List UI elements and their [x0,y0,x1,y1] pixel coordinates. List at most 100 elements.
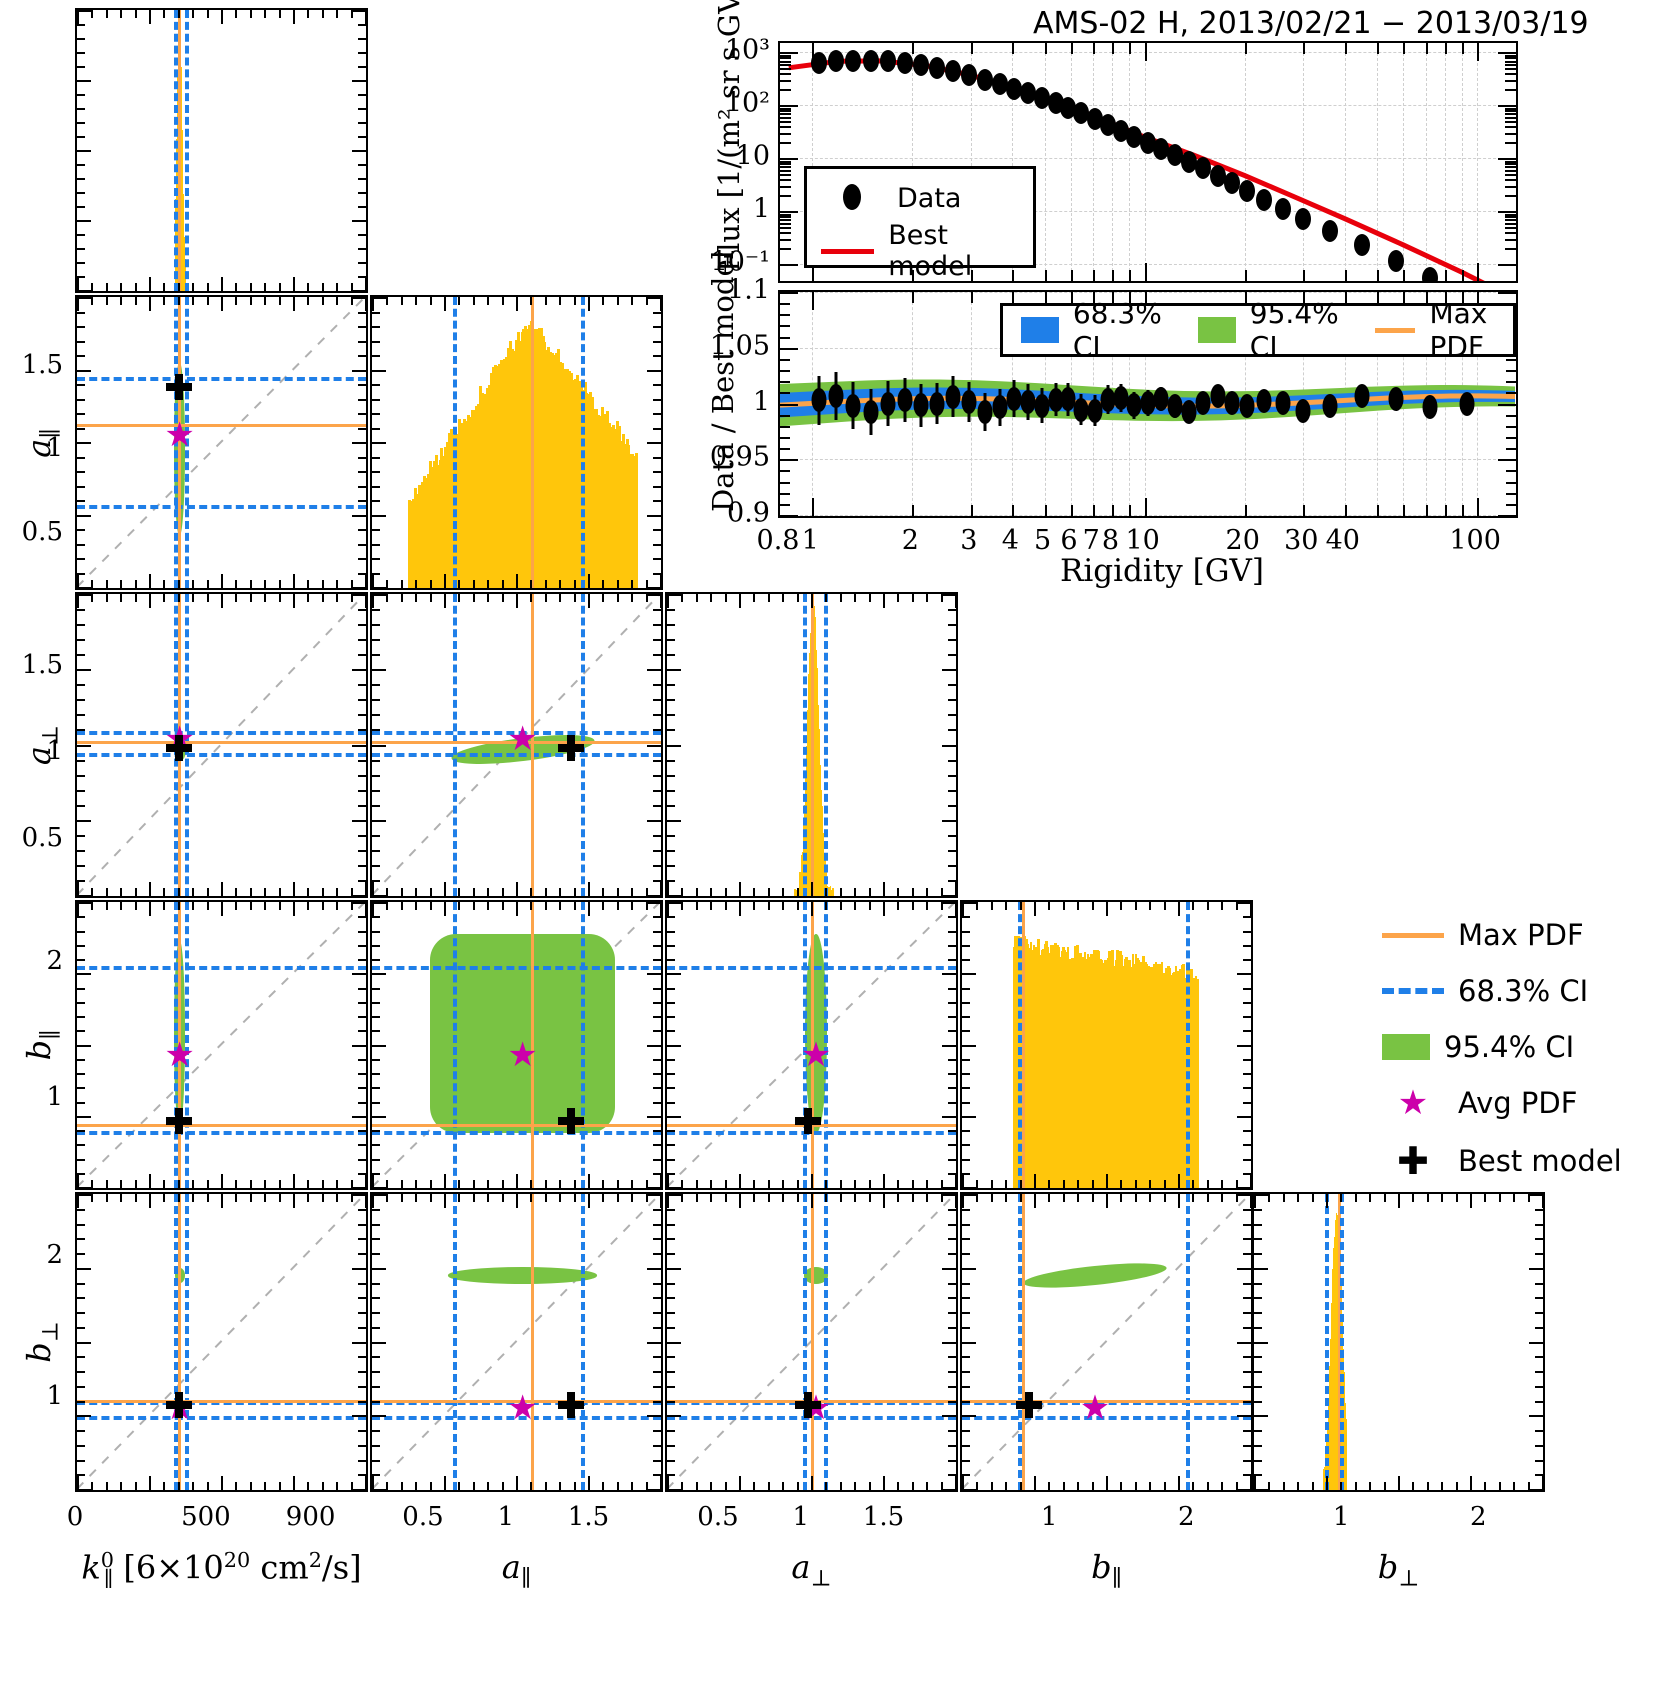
tick [667,1187,681,1188]
histogram-bar [413,487,417,588]
tick [400,1180,403,1188]
tick [350,580,353,588]
tick [372,369,386,372]
tick [1250,1194,1251,1208]
flux-ytick-3: 1 [752,193,770,225]
tick [948,759,956,762]
xtick-label-aperp-1: 1 [792,1502,809,1532]
tick [278,594,281,602]
tick [544,902,547,910]
tick [948,930,956,933]
tick [955,1174,956,1188]
histogram-bar [511,349,515,588]
histogram-bar [573,378,577,588]
tick [942,1489,956,1490]
tick [415,1194,418,1202]
data-point [1166,144,1183,167]
tick [358,1326,366,1329]
tick [386,1180,389,1188]
tick [724,594,727,602]
identity-diagonal [372,1194,661,1490]
xtick [1112,505,1115,516]
tick [458,888,461,896]
tick [400,1482,403,1490]
ytick [780,238,791,241]
tick [77,1194,79,1208]
tick [1243,1030,1251,1033]
ytick [780,64,791,67]
tick [221,1194,223,1208]
tick [1192,1180,1195,1188]
tick [948,1474,956,1477]
xtick [1377,292,1380,303]
line-swatch [1382,932,1444,938]
tick [948,1172,956,1175]
ytick [780,174,791,177]
tick [1243,1130,1251,1132]
histogram-bar [1096,950,1099,1188]
histogram-bar [1034,946,1037,1188]
tick [653,1371,661,1373]
tick [681,1180,684,1188]
tick [602,902,605,910]
tick [948,1073,956,1075]
tick [1243,1144,1251,1147]
tick [321,1194,324,1202]
data-point [1387,249,1404,272]
tick [962,1267,976,1270]
tick [372,1489,386,1490]
tick [358,639,366,642]
tick [616,902,619,910]
xtick [1070,270,1073,281]
best-model-marker [1016,1391,1043,1418]
ytick [780,160,791,163]
tick [647,1187,661,1188]
ytick-label-bpar-0: 1 [46,1081,63,1112]
tick [365,882,366,896]
panel-content [77,10,366,291]
tick [868,1180,871,1188]
tick [372,572,380,575]
ci68-hline-0 [372,1131,661,1136]
ytick [1505,166,1516,169]
tick [653,326,661,328]
histogram-bar [545,350,549,588]
tick [1206,1194,1209,1202]
histogram-bar [593,408,597,588]
data-point [1321,220,1338,243]
tick [1221,1194,1224,1202]
tick [645,902,648,910]
panel-content [1254,1194,1543,1490]
data-point [929,56,946,79]
histogram-bar [587,394,591,588]
tick [372,1087,380,1090]
tick [278,888,281,896]
tick [358,1312,366,1314]
tick [1019,1180,1022,1188]
panel-content: ★ [77,902,366,1188]
tick [653,714,661,717]
tick [1250,1476,1251,1490]
tick [293,882,295,896]
data-point [945,60,962,83]
tick [948,1459,956,1462]
tick [264,902,267,910]
ytick [780,113,791,116]
ytick-minor [780,470,790,473]
ytick-minor [1506,414,1516,417]
tick [77,804,85,807]
ytick-minor [780,492,790,495]
residual-point [1153,386,1169,411]
ci68-vline-0 [173,902,178,1188]
tick [358,1172,366,1175]
histogram-bar [522,329,526,588]
residual-point [1224,390,1240,415]
xaxis-label-bpar: b∥ [1091,1548,1122,1592]
histogram-bar [457,418,461,588]
residual-xtick-9: 10 [1125,525,1160,556]
tick [942,902,956,904]
tick [77,220,91,222]
tick [616,1482,619,1490]
ytick [780,248,791,251]
ytick-minor [1506,448,1516,451]
